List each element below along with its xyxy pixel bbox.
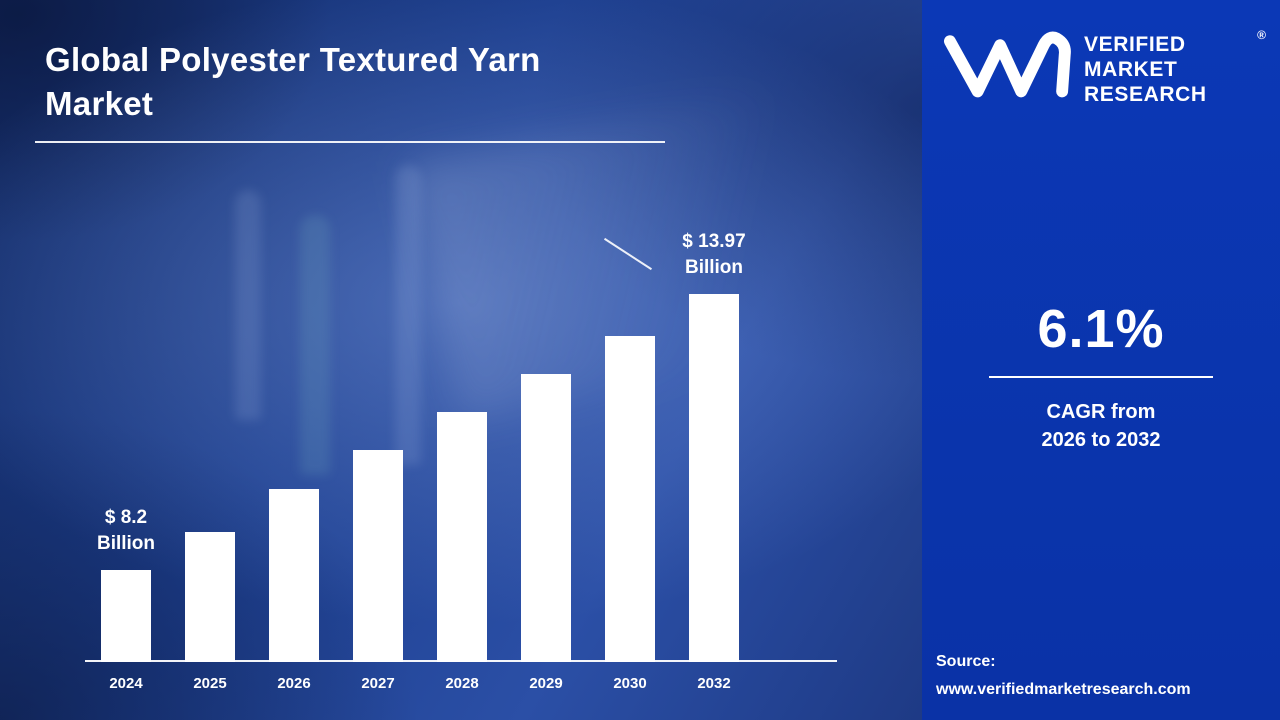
bar-2028 [437,412,487,662]
cagr-caption-line: CAGR from [1046,401,1156,423]
x-axis-label-2027: 2027 [361,675,395,692]
source-website-link[interactable]: www.verifiedmarketresearch.com [936,681,1191,698]
bar-column-2029: 2029 [521,374,571,696]
bar-column-2024: 2024 $ 8.2 Billion [97,507,155,696]
value-annotation-2024: $ 8.2 Billion [96,506,156,555]
x-axis-label-2028: 2028 [445,675,479,692]
bar-column-2026: 2026 [269,489,319,696]
brand-panel: VERIFIED MARKET RESEARCH ® 6.1% CAGR fro… [922,0,1280,720]
page-title: Global Polyester Textured Yarn Market [45,41,541,122]
x-axis-label-2029: 2029 [529,675,563,692]
source-block: Source: www.verifiedmarketresearch.com [936,648,1191,704]
x-axis-label-2030: 2030 [613,675,647,692]
cagr-caption: CAGR from 2026 to 2032 [922,398,1280,454]
bar-column-2025: 2025 [185,532,235,696]
bar-column-2032: 2032 $ 13.97 Billion [603,231,746,696]
x-axis-label-2025: 2025 [193,675,227,692]
cagr-caption-line: 2026 to 2032 [1041,429,1161,451]
x-axis-label-2032: 2032 [697,675,731,692]
bar-2026 [269,489,319,662]
bar-chart: 2024 $ 8.2 Billion 2025 2026 2027 2028 2029 2030… [85,231,837,696]
brand-name-line: VERIFIED [1084,33,1186,56]
registered-trademark: ® [1257,28,1266,42]
bar-2025 [185,532,235,662]
brand-name-line: MARKET [1084,58,1178,82]
bar-2027 [353,450,403,662]
vmr-monogram-icon [943,31,1071,98]
value-annotation-2032: $ 13.97 Billion [603,229,794,282]
bar-2024 [101,570,151,662]
x-axis-label-2024: 2024 [109,675,143,692]
cagr-value: 6.1% [1037,299,1165,359]
bar-2032 [689,294,739,662]
bar-2030 [605,336,655,662]
bar-chart-columns: 2024 $ 8.2 Billion 2025 2026 2027 2028 2029 2030… [85,231,837,696]
brand-name: VERIFIED MARKET RESEARCH [1084,28,1207,108]
cagr-underline [989,376,1213,378]
bar-2029 [521,374,571,662]
chart-section: Global Polyester Textured Yarn Market 20… [0,0,922,720]
x-axis-label-2026: 2026 [277,675,311,692]
brand-name-line: RESEARCH [1084,83,1207,107]
cagr-block: 6.1% CAGR from 2026 to 2032 [922,298,1280,454]
source-label: Source: [936,653,996,670]
bar-column-2028: 2028 [437,412,487,696]
brand-logo: VERIFIED MARKET RESEARCH ® [942,28,1266,108]
title-underline [35,141,665,143]
bar-column-2027: 2027 [353,450,403,696]
bar-column-2030: 2030 [605,336,655,696]
